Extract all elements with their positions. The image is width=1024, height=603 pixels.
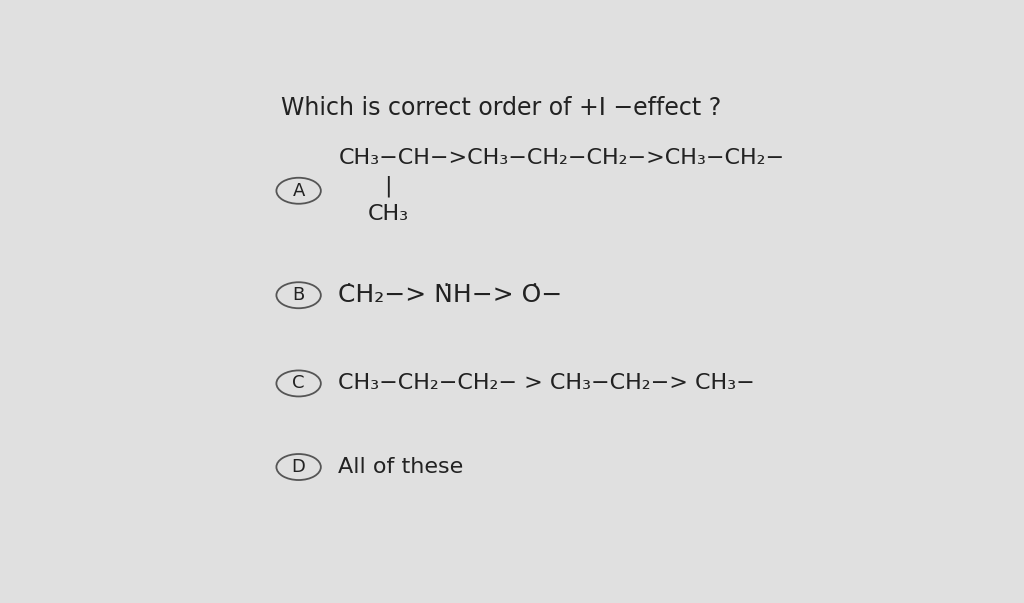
Text: B: B bbox=[293, 286, 305, 305]
Text: C: C bbox=[293, 374, 305, 393]
Text: CH₃−CH₂−CH₂− > CH₃−CH₂−> CH₃−: CH₃−CH₂−CH₂− > CH₃−CH₂−> CH₃− bbox=[338, 373, 755, 393]
Text: ĊH₂−> ṄH−> Ȯ−: ĊH₂−> ṄH−> Ȯ− bbox=[338, 283, 562, 308]
Text: |: | bbox=[384, 175, 392, 197]
Text: D: D bbox=[292, 458, 305, 476]
Text: Which is correct order of +I −effect ?: Which is correct order of +I −effect ? bbox=[281, 96, 721, 119]
Text: CH₃−CH−>CH₃−CH₂−CH₂−>CH₃−CH₂−: CH₃−CH−>CH₃−CH₂−CH₂−>CH₃−CH₂− bbox=[338, 148, 784, 168]
Text: A: A bbox=[293, 182, 305, 200]
Text: CH₃: CH₃ bbox=[368, 204, 409, 224]
Text: All of these: All of these bbox=[338, 457, 464, 477]
